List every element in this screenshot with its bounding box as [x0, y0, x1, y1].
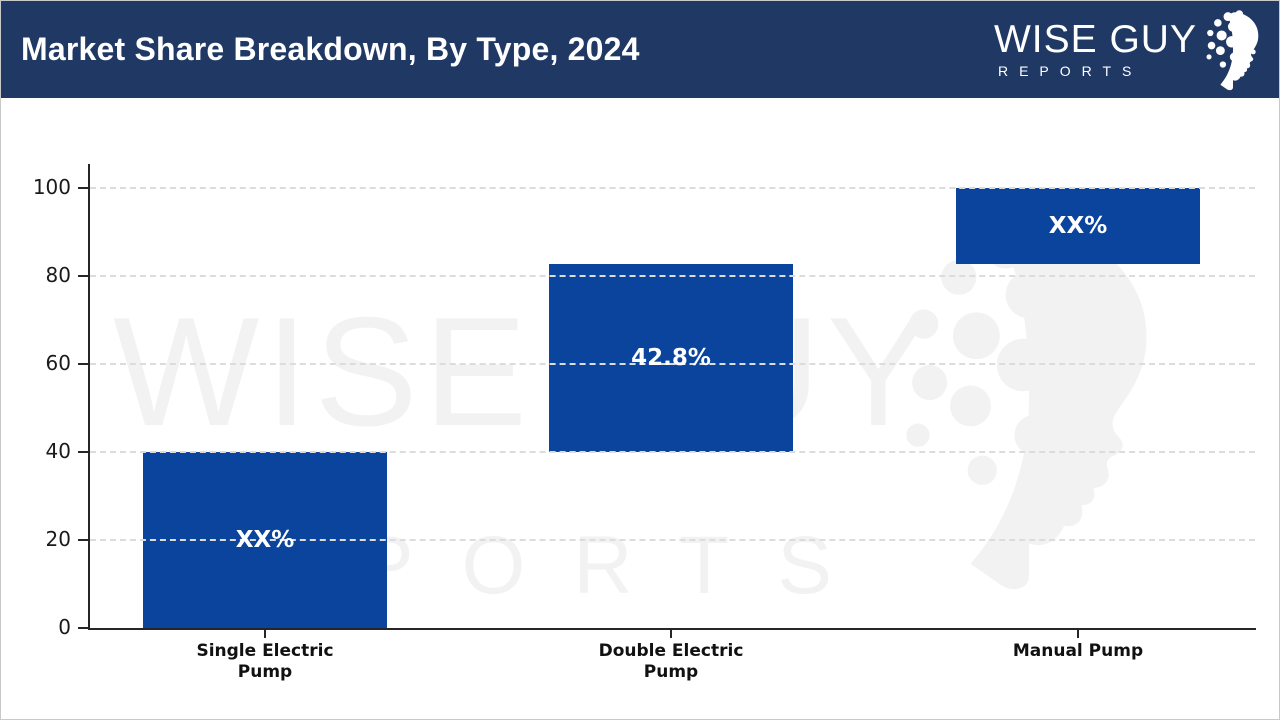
grid-line: [90, 275, 1255, 277]
category-label: Manual Pump: [908, 641, 1248, 662]
bar-value-label: XX%: [1048, 212, 1108, 239]
chart-title: Market Share Breakdown, By Type, 2024: [21, 31, 640, 67]
y-tick-mark: [78, 363, 89, 365]
category-label: Single Electric Pump: [95, 641, 435, 684]
logo-subtitle: REPORTS: [997, 63, 1143, 79]
grid-line: [90, 539, 1255, 541]
category-label-line: Manual Pump: [1012, 641, 1144, 661]
y-tick-label: 100: [32, 175, 71, 199]
x-tick-mark: [264, 630, 266, 638]
category-label-line: Pump: [237, 662, 293, 683]
category-label: Double Electric Pump: [501, 641, 841, 684]
category-label-line: Double Electric: [598, 641, 744, 661]
y-tick-mark: [78, 451, 89, 453]
bar-value-label: 42.8%: [631, 344, 711, 371]
bar-value-label: XX%: [235, 527, 295, 553]
y-axis-line: [88, 164, 90, 630]
bar: [549, 263, 793, 452]
logo-wordmark: WISE GUY: [993, 18, 1197, 61]
x-tick-mark: [670, 630, 672, 638]
y-tick-mark: [78, 539, 89, 541]
category-label-line: Pump: [643, 662, 699, 683]
y-tick-label: 20: [45, 527, 71, 551]
watermark-head-icon: [906, 227, 1147, 590]
y-tick-label: 0: [58, 615, 71, 639]
grid-line: [90, 451, 1255, 453]
x-tick-mark: [1077, 630, 1079, 638]
category-label-line: Single Electric: [196, 641, 334, 661]
y-tick-mark: [78, 187, 89, 189]
grid-line: [90, 187, 1255, 189]
y-tick-label: 40: [45, 439, 71, 463]
wise-guy-reports-logo: WISE GUY REPORTS: [994, 9, 1265, 91]
x-axis-line: [88, 628, 1256, 630]
logo-text: WISE GUY REPORTS: [994, 20, 1197, 79]
y-tick-mark: [78, 275, 89, 277]
y-tick-label: 60: [45, 351, 71, 375]
header-bar: Market Share Breakdown, By Type, 2024 WI…: [1, 1, 1279, 98]
dotted-head-icon: [1206, 9, 1259, 90]
plot-area: 0 20 40 60 80 100 XX% Single Electric Pump 42.8% D…: [1, 98, 1279, 719]
bar: [956, 188, 1200, 264]
grid-line: [90, 363, 1255, 365]
y-tick-label: 80: [45, 263, 71, 287]
y-tick-mark: [78, 627, 89, 629]
watermark-wordmark: WISE GUY: [113, 285, 937, 458]
